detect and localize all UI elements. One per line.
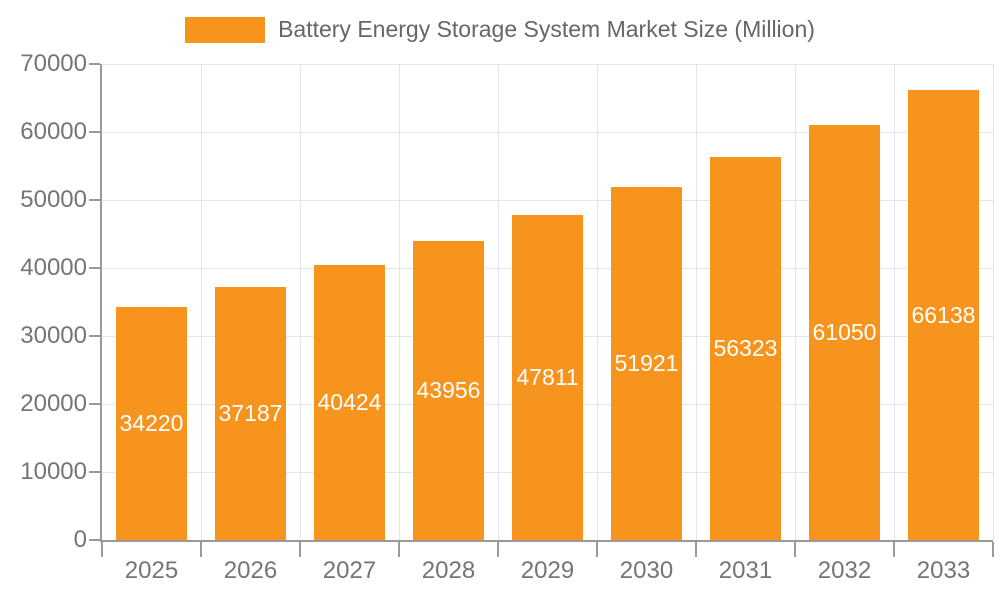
y-axis-tick-label: 60000 [20, 118, 87, 145]
legend: Battery Energy Storage System Market Siz… [0, 16, 1000, 43]
x-axis-tick-label: 2026 [223, 557, 278, 584]
bar-value-label: 66138 [911, 301, 976, 328]
gridline-horizontal [102, 131, 993, 133]
y-axis-tick [89, 267, 100, 269]
x-axis-tick [101, 542, 103, 557]
bar-2032[interactable]: 61050 [809, 124, 880, 540]
gridline-vertical [497, 64, 499, 540]
gridline-vertical [596, 64, 598, 540]
x-axis-tick [200, 542, 202, 557]
x-axis-tick [794, 542, 796, 557]
y-axis-tick [89, 199, 100, 201]
legend-swatch-icon [185, 16, 266, 43]
x-axis-tick [398, 542, 400, 557]
bar-value-label: 47811 [516, 363, 579, 390]
y-axis-tick [89, 63, 100, 65]
bar-2027[interactable]: 40424 [314, 265, 385, 540]
y-axis-tick-label: 40000 [20, 254, 87, 281]
bar-value-label: 34220 [119, 410, 184, 437]
gridline-vertical [992, 64, 994, 540]
y-axis-tick-label: 20000 [20, 390, 87, 417]
gridline-horizontal [102, 199, 993, 201]
x-axis-tick [992, 542, 994, 557]
x-axis-tick-label: 2025 [124, 557, 179, 584]
x-axis-tick [497, 542, 499, 557]
bar-value-label: 56323 [713, 335, 778, 361]
x-axis-tick-label: 2033 [916, 557, 971, 584]
bar-2028[interactable]: 43956 [413, 241, 484, 540]
y-axis-tick-label: 70000 [20, 50, 87, 77]
gridline-horizontal [102, 63, 993, 65]
x-axis-tick [299, 542, 301, 557]
gridline-vertical [299, 64, 301, 540]
x-axis-tick [596, 542, 598, 557]
legend-label: Battery Energy Storage System Market Siz… [278, 16, 815, 42]
bar-2029[interactable]: 47811 [512, 214, 583, 540]
y-axis-tick-label: 50000 [20, 186, 87, 213]
gridline-vertical [200, 64, 202, 540]
x-axis-tick-label: 2030 [619, 557, 674, 584]
y-axis-line [100, 64, 102, 542]
x-axis-line [100, 540, 993, 542]
gridline-vertical [794, 64, 796, 540]
bar-value-label: 40424 [317, 389, 382, 416]
bar-value-label: 61050 [812, 318, 877, 345]
legend-item[interactable]: Battery Energy Storage System Market Siz… [185, 16, 815, 43]
bar-2033[interactable]: 66138 [908, 90, 979, 540]
y-axis-tick [89, 471, 100, 473]
bar-2026[interactable]: 37187 [215, 287, 286, 540]
gridline-vertical [695, 64, 697, 540]
y-axis-tick-label: 30000 [20, 322, 87, 349]
plot-area: 0 10000 20000 30000 40000 50000 60000 70000 3422… [20, 50, 994, 584]
bar-value-label: 51921 [614, 349, 679, 376]
x-axis-tick [893, 542, 895, 557]
y-axis-tick [89, 131, 100, 133]
bar-value-label: 43956 [416, 377, 481, 404]
bar-2025[interactable]: 34220 [116, 307, 187, 540]
gridline-vertical [398, 64, 400, 540]
bar-2030[interactable]: 51921 [611, 186, 682, 540]
x-axis-tick-label: 2027 [322, 557, 377, 584]
x-axis-tick-label: 2028 [421, 557, 476, 584]
y-axis-tick [89, 335, 100, 337]
y-axis-tick [89, 403, 100, 405]
y-axis-tick-label: 0 [73, 526, 87, 553]
gridline-vertical [893, 64, 895, 540]
bar-value-label: 37187 [218, 400, 283, 427]
y-axis-tick-label: 10000 [20, 458, 87, 485]
x-axis-tick-label: 2032 [817, 557, 872, 584]
x-axis-tick-label: 2031 [718, 557, 773, 584]
x-axis-tick [695, 542, 697, 557]
bar-2031[interactable]: 56323 [710, 157, 781, 540]
x-axis-tick-label: 2029 [520, 557, 575, 584]
y-axis-tick [89, 539, 100, 541]
